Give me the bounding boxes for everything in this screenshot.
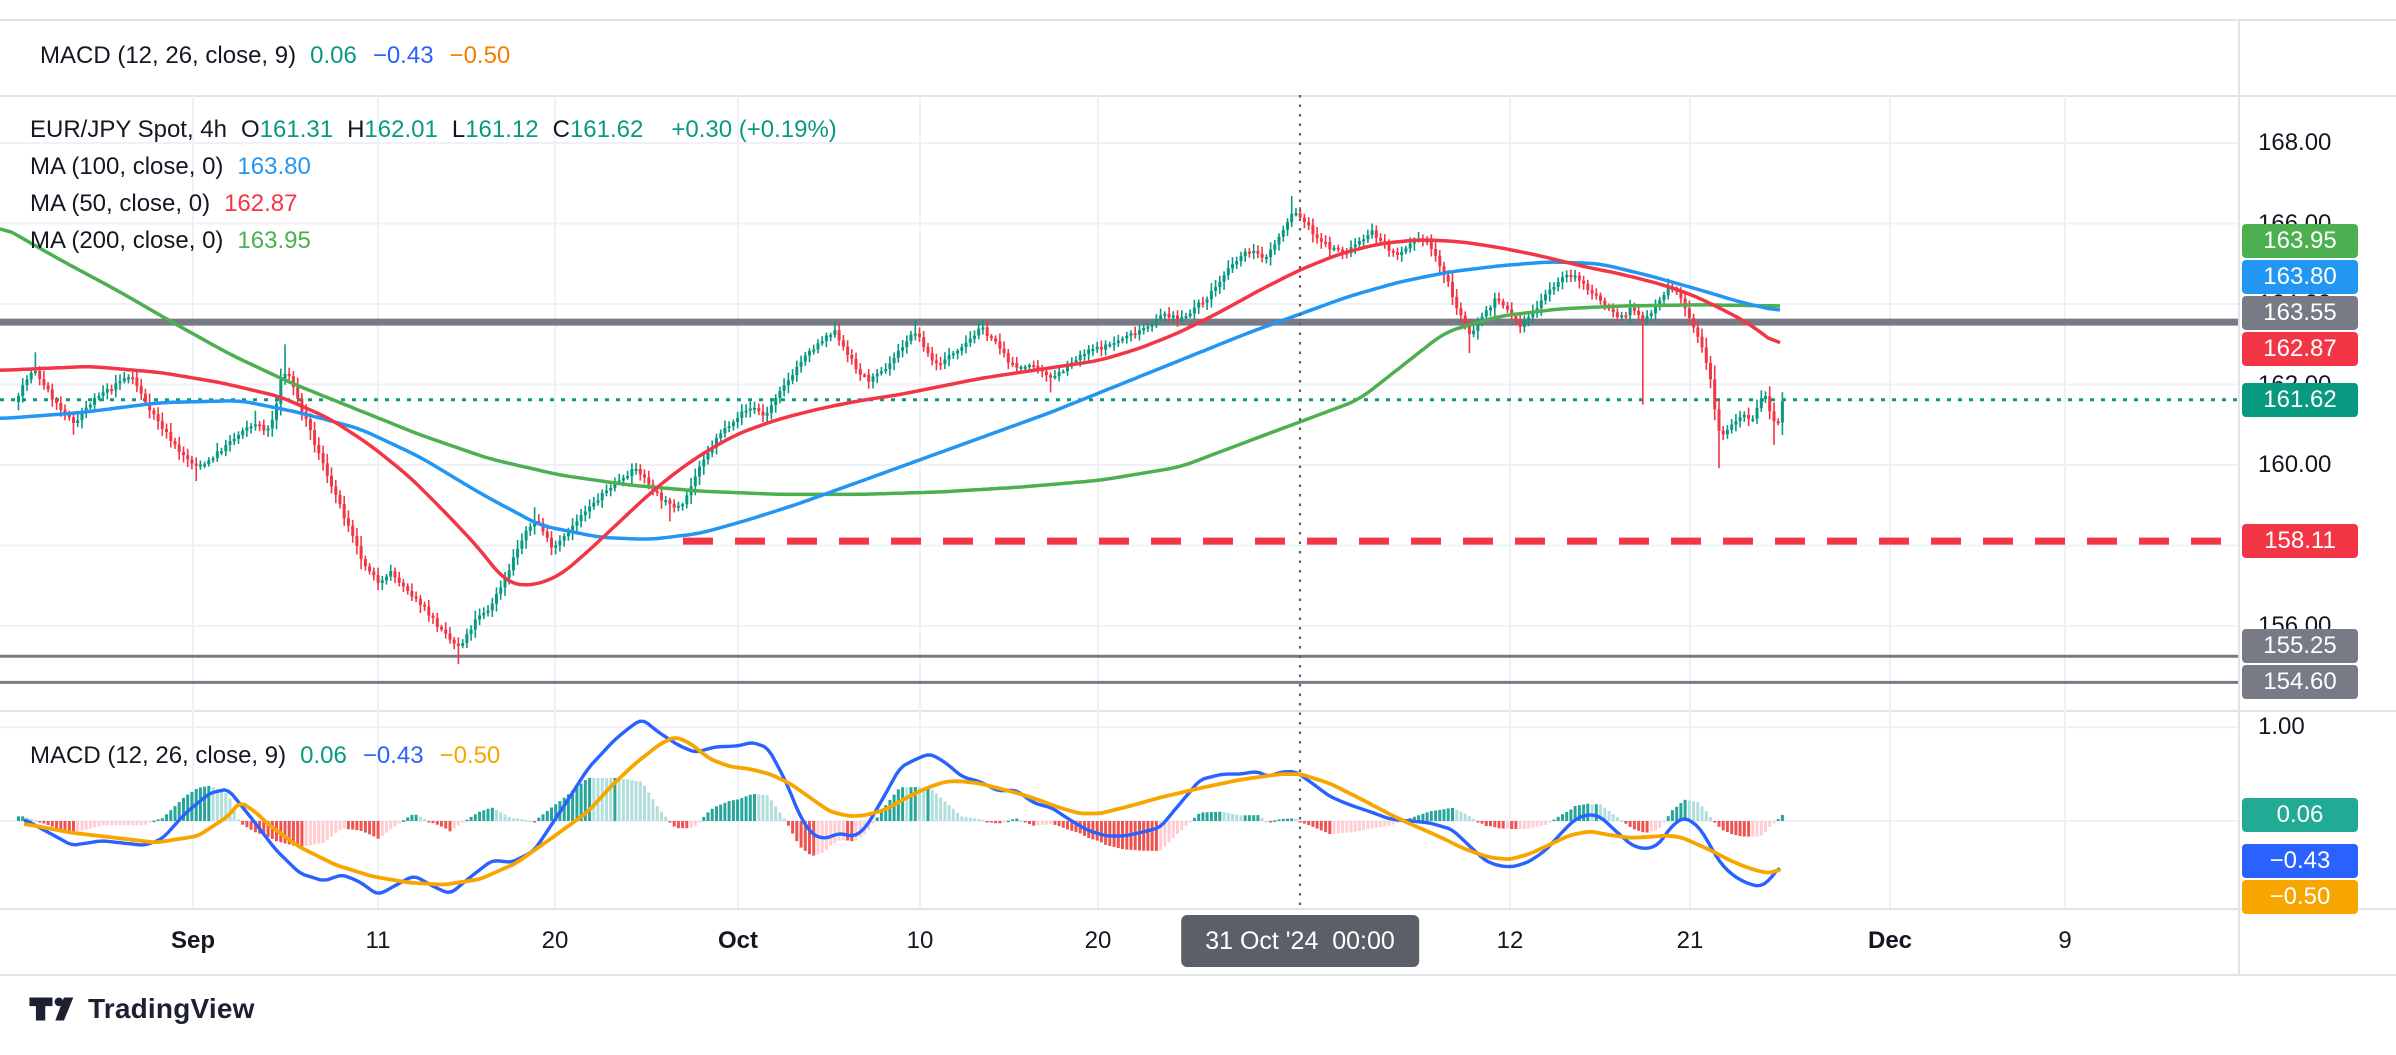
ma-label: MA (50, close, 0) bbox=[30, 190, 211, 217]
time-axis-top-border bbox=[0, 908, 2396, 910]
price-tick-label: 160.00 bbox=[2258, 451, 2332, 478]
axis-price-badge: 0.06 bbox=[2242, 798, 2358, 833]
time-tick-label: 10 bbox=[906, 927, 934, 954]
time-tick-label: 11 bbox=[365, 927, 391, 954]
time-tick-label: 20 bbox=[541, 927, 569, 954]
macd-top-legend-values: 0.06 −0.43 −0.50 bbox=[310, 42, 526, 70]
time-tick-label: 20 bbox=[1084, 927, 1112, 954]
tradingview-logo-text: TradingView bbox=[88, 993, 255, 1024]
ma-value: 162.87 bbox=[224, 190, 298, 217]
time-tick-label: 21 bbox=[1676, 927, 1704, 954]
tradingview-logo-icon bbox=[29, 997, 74, 1021]
macd-top-legend-label: MACD (12, 26, close, 9) bbox=[40, 42, 297, 69]
symbol-legend[interactable]: EUR/JPY Spot, 4h O161.31 H162.01 L161.12 C1… bbox=[30, 116, 837, 144]
ohlc-value: O161.31 bbox=[241, 116, 334, 143]
crosshair-time-badge: 31 Oct '24 00:00 bbox=[1181, 915, 1419, 967]
axis-price-badge: −0.43 bbox=[2242, 844, 2358, 879]
macd-tick-label: 1.00 bbox=[2258, 713, 2305, 741]
axis-price-badge: 158.11 bbox=[2242, 524, 2358, 559]
top-pane-divider bbox=[0, 95, 2396, 97]
ohlc-value: L161.12 bbox=[451, 116, 539, 143]
indicator-value: −0.50 bbox=[449, 42, 511, 69]
axis-price-badge: 163.95 bbox=[2242, 224, 2358, 259]
time-tick-label: Oct bbox=[717, 927, 759, 954]
ma-value: 163.80 bbox=[237, 153, 311, 180]
top-border bbox=[0, 19, 2396, 21]
ma-legend-row[interactable]: MA (200, close, 0) 163.95 bbox=[30, 227, 311, 255]
time-axis-bottom-border bbox=[0, 974, 2396, 976]
change-value: +0.30 (+0.19%) bbox=[671, 116, 837, 143]
time-tick-label: Sep bbox=[170, 927, 216, 954]
axis-price-badge: 154.60 bbox=[2242, 665, 2358, 700]
macd-pane-legend-label: MACD (12, 26, close, 9) bbox=[30, 742, 287, 769]
axis-price-badge: 161.62 bbox=[2242, 382, 2358, 417]
ohlc-values: O161.31 H162.01 L161.12 C161.62 bbox=[241, 116, 657, 144]
ma-label: MA (100, close, 0) bbox=[30, 153, 224, 180]
indicator-value: 0.06 bbox=[300, 742, 347, 769]
ohlc-value: H162.01 bbox=[347, 116, 438, 143]
axis-price-badge: 155.25 bbox=[2242, 629, 2358, 664]
macd-top-legend[interactable]: MACD (12, 26, close, 9) 0.06 −0.43 −0.50 bbox=[40, 42, 526, 70]
ma-label: MA (200, close, 0) bbox=[30, 227, 224, 254]
ma-value: 163.95 bbox=[237, 227, 311, 254]
symbol-title: EUR/JPY Spot, 4h bbox=[30, 116, 227, 143]
indicator-value: 0.06 bbox=[310, 42, 357, 69]
indicator-value: −0.50 bbox=[439, 742, 501, 769]
time-tick-label: 12 bbox=[1496, 927, 1524, 954]
time-tick-label: Dec bbox=[1867, 927, 1913, 954]
macd-pane-legend-values: 0.06 −0.43 −0.50 bbox=[300, 742, 516, 770]
time-tick-label: 9 bbox=[2058, 927, 2072, 954]
indicator-value: −0.43 bbox=[362, 742, 424, 769]
ma-legend-row[interactable]: MA (100, close, 0) 163.80 bbox=[30, 153, 311, 181]
price-tick-label: 168.00 bbox=[2258, 129, 2332, 156]
macd-pane-legend[interactable]: MACD (12, 26, close, 9) 0.06 −0.43 −0.50 bbox=[30, 742, 516, 770]
tradingview-logo[interactable]: TradingView bbox=[28, 992, 255, 1026]
ohlc-value: C161.62 bbox=[552, 116, 644, 143]
macd-pane-divider[interactable] bbox=[0, 710, 2396, 712]
ma-legend-row[interactable]: MA (50, close, 0) 162.87 bbox=[30, 190, 297, 218]
indicator-value: −0.43 bbox=[372, 42, 434, 69]
price-axis-border bbox=[2238, 19, 2240, 974]
axis-price-badge: −0.50 bbox=[2242, 880, 2358, 915]
axis-price-badge: 163.55 bbox=[2242, 296, 2358, 331]
axis-price-badge: 163.80 bbox=[2242, 260, 2358, 295]
axis-price-badge: 162.87 bbox=[2242, 332, 2358, 367]
